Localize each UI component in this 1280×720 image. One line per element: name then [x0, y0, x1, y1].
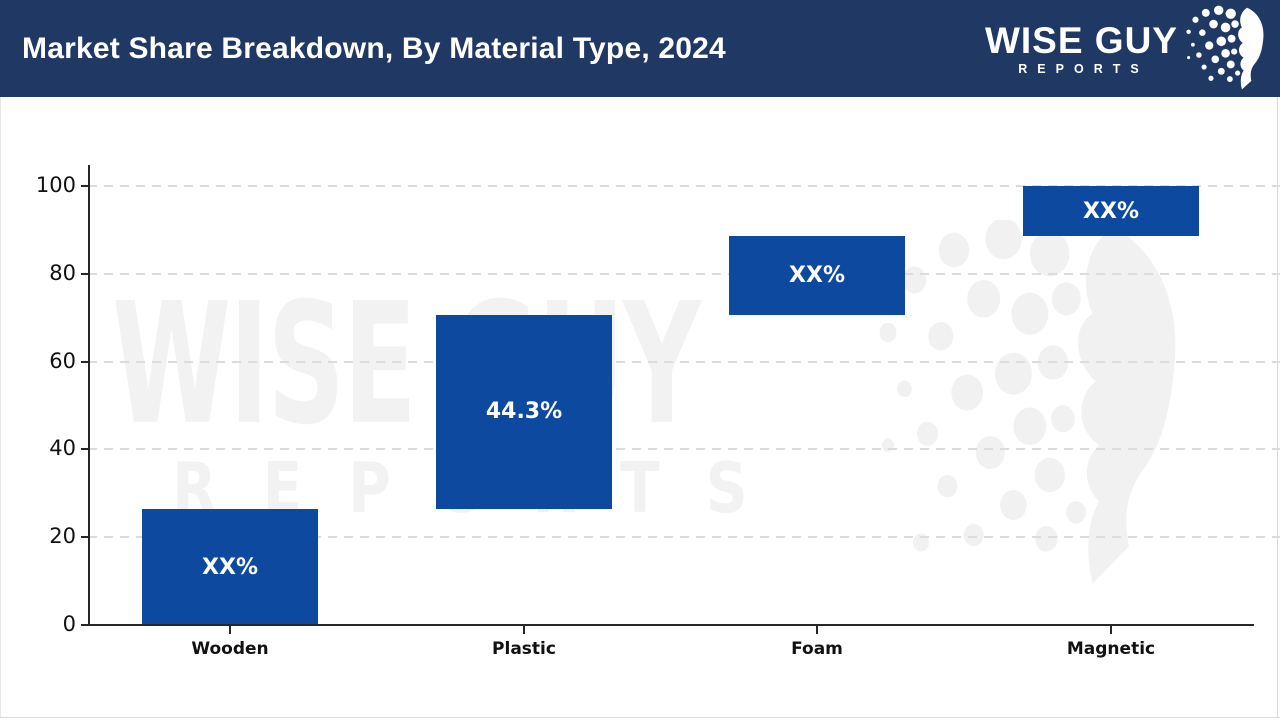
header-bar: Market Share Breakdown, By Material Type… — [0, 0, 1280, 97]
x-axis-line — [88, 624, 1254, 626]
figure-edge-right — [1277, 97, 1278, 718]
bar-value-label-magnetic: XX% — [1083, 198, 1139, 224]
brand-name: WISE GUY — [984, 19, 1178, 61]
x-axis-label-wooden: Wooden — [191, 639, 269, 659]
x-axis-label-plastic: Plastic — [492, 639, 556, 659]
bar-value-label-wooden: XX% — [202, 554, 258, 580]
bar-plastic: 44.3% — [436, 314, 612, 510]
bar-value-label-foam: XX% — [789, 262, 845, 288]
y-tick-label-100: 100 — [35, 173, 76, 197]
brand-logo-text: WISE GUY REPORTS — [985, 22, 1178, 76]
y-tick-100 — [81, 185, 88, 187]
x-axis-label-magnetic: Magnetic — [1066, 639, 1156, 659]
y-tick-80 — [81, 272, 88, 275]
x-tick-magnetic — [1110, 626, 1112, 634]
y-tick-0 — [81, 624, 88, 626]
bar-magnetic: XX% — [1023, 186, 1199, 237]
y-tick-20 — [81, 536, 88, 539]
gridline-20 — [88, 536, 1280, 539]
y-tick-label-60: 60 — [49, 348, 76, 373]
gridline-60 — [88, 360, 1280, 363]
y-axis-line — [88, 165, 90, 626]
y-tick-label-20: 20 — [49, 524, 76, 549]
x-tick-foam — [816, 626, 818, 634]
gridline-40 — [88, 448, 1280, 451]
figure-edge-bottom — [0, 717, 1280, 718]
x-axis-label-foam: Foam — [791, 639, 843, 659]
y-tick-label-80: 80 — [49, 260, 76, 285]
brand-logo: WISE GUY REPORTS — [985, 0, 1266, 97]
y-tick-60 — [81, 360, 88, 363]
y-tick-label-40: 40 — [49, 436, 76, 461]
x-tick-wooden — [229, 626, 231, 634]
figure-edge-left — [0, 97, 1, 718]
gridline-80 — [88, 272, 1280, 275]
brand-subname: REPORTS — [1018, 61, 1149, 76]
bar-wooden: XX% — [142, 509, 318, 625]
y-tick-label-0: 0 — [62, 612, 76, 636]
y-tick-40 — [81, 448, 88, 451]
x-tick-plastic — [523, 626, 525, 634]
gridline-100 — [88, 185, 1280, 187]
page-title: Market Share Breakdown, By Material Type… — [22, 31, 726, 65]
bar-value-label-plastic: 44.3% — [485, 399, 563, 425]
head-profile-logo-icon — [1186, 5, 1264, 89]
bar-foam: XX% — [729, 236, 905, 315]
